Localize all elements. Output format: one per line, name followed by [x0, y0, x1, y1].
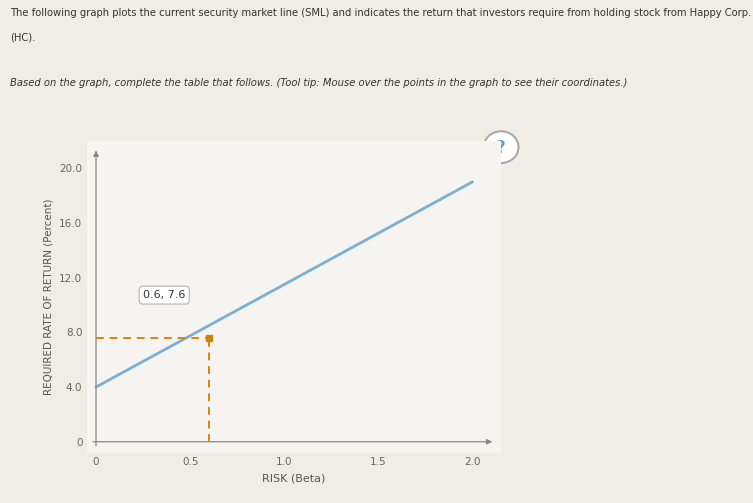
- Text: (HC).: (HC).: [10, 33, 35, 43]
- Text: The following graph plots the current security market line (SML) and indicates t: The following graph plots the current se…: [10, 8, 751, 18]
- Circle shape: [483, 131, 519, 163]
- Y-axis label: REQUIRED RATE OF RETURN (Percent): REQUIRED RATE OF RETURN (Percent): [44, 199, 53, 395]
- Text: Based on the graph, complete the table that follows. (Tool tip: Mouse over the p: Based on the graph, complete the table t…: [10, 78, 627, 88]
- Text: ?: ?: [496, 139, 506, 157]
- Text: 0.6, 7.6: 0.6, 7.6: [143, 290, 185, 300]
- X-axis label: RISK (Beta): RISK (Beta): [262, 474, 325, 484]
